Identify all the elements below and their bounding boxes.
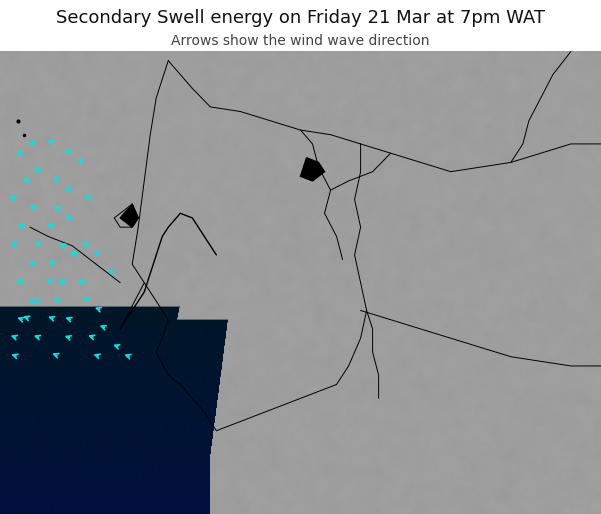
Text: Arrows show the wind wave direction: Arrows show the wind wave direction bbox=[171, 34, 430, 48]
Text: Secondary Swell energy on Friday 21 Mar at 7pm WAT: Secondary Swell energy on Friday 21 Mar … bbox=[56, 9, 545, 27]
Polygon shape bbox=[120, 204, 138, 227]
Polygon shape bbox=[300, 158, 325, 181]
